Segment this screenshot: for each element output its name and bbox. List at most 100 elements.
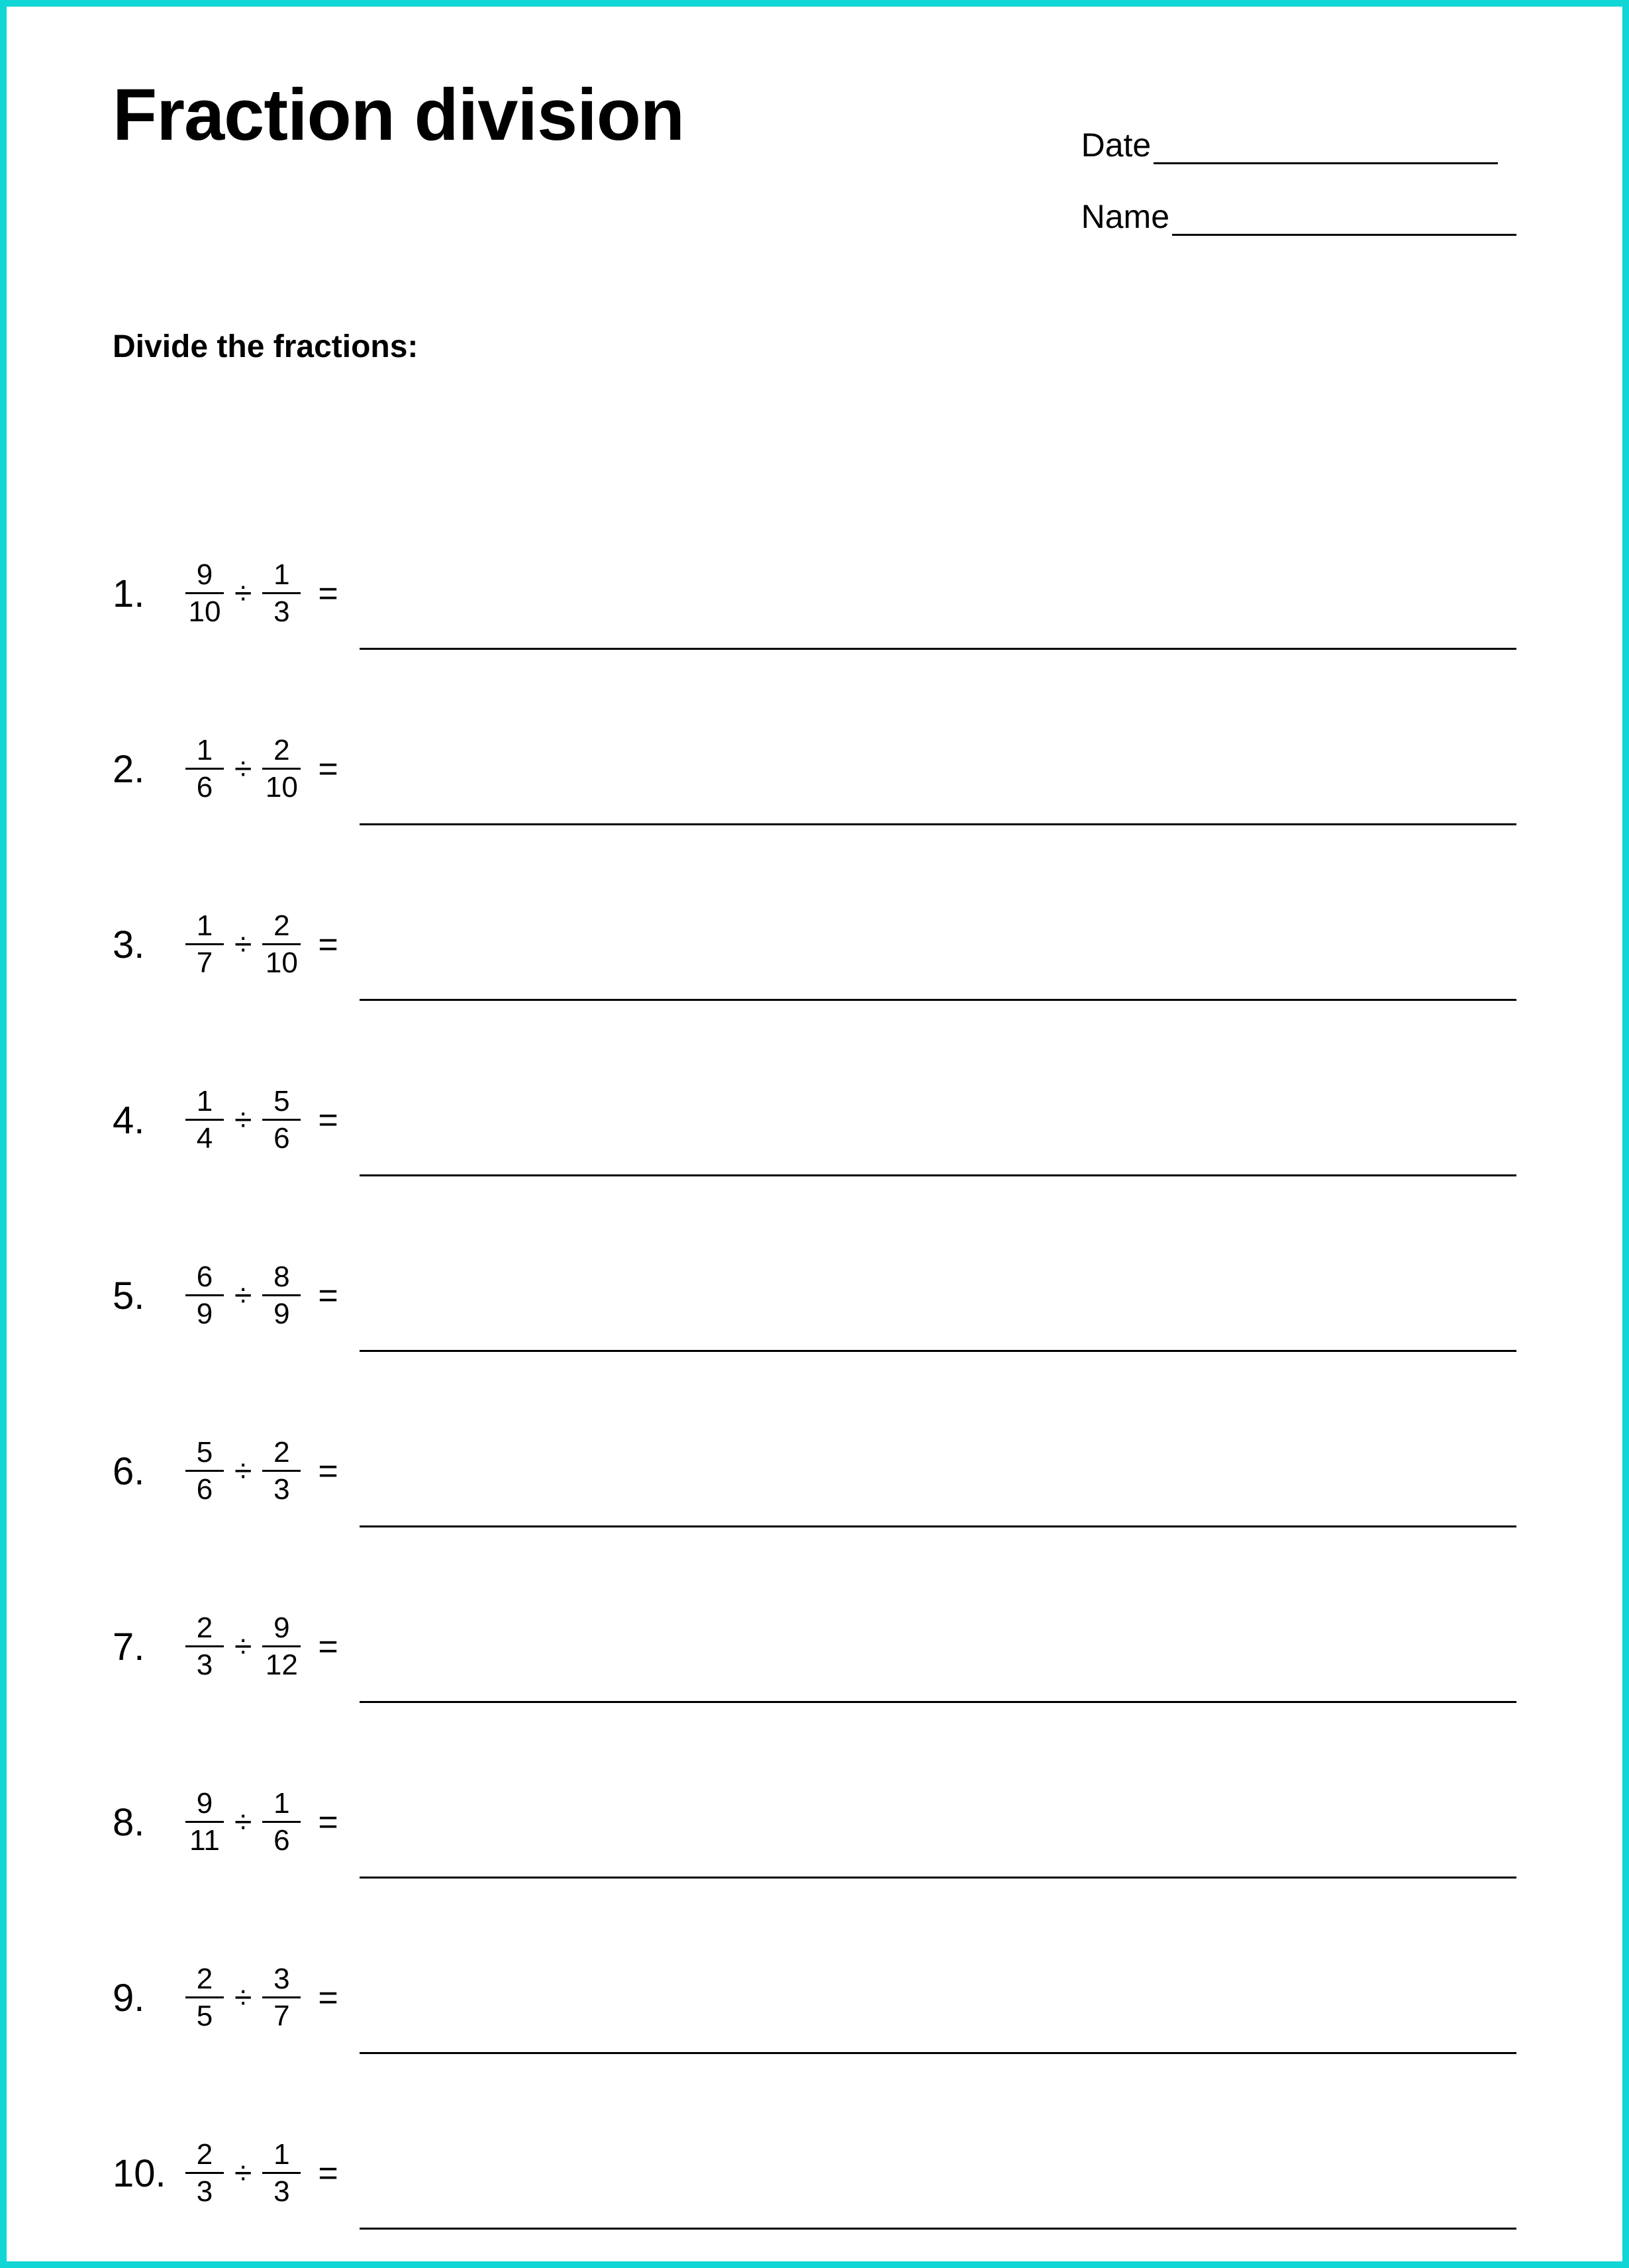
fraction-b: 210 [262, 735, 301, 802]
answer-blank[interactable] [360, 1998, 1516, 2054]
problem-number: 2. [113, 747, 185, 792]
divide-operator: ÷ [234, 2155, 252, 2192]
problem-expression: 911÷16= [185, 1788, 353, 1855]
fraction-b-denominator: 3 [262, 1470, 301, 1505]
answer-blank[interactable] [360, 1471, 1516, 1527]
fraction-b-numerator: 1 [273, 2139, 289, 2171]
problem-number: 3. [113, 923, 185, 967]
answer-blank[interactable] [360, 945, 1516, 1001]
fraction-a-numerator: 2 [197, 1964, 213, 1996]
fraction-a: 910 [185, 560, 224, 627]
problem-expression: 910 ÷ 13 = [185, 560, 353, 627]
fraction-b-numerator: 8 [273, 1262, 289, 1294]
equals-sign: = [318, 2153, 338, 2193]
equals-sign: = [318, 1802, 338, 1842]
fraction-a-numerator: 1 [197, 735, 213, 767]
date-blank[interactable] [1154, 138, 1498, 164]
fraction-b: 13 [262, 2139, 301, 2206]
problem-expression: 23÷912= [185, 1613, 353, 1680]
fraction-a: 23 [185, 2139, 224, 2206]
problem-number: 10. [113, 2151, 185, 2196]
fraction-b: 23 [262, 1437, 301, 1504]
fraction-b-numerator: 2 [273, 735, 289, 767]
fraction-a-numerator: 1 [197, 1086, 213, 1118]
fraction-b-denominator: 6 [262, 1119, 301, 1154]
fraction-a-numerator: 5 [197, 1437, 213, 1469]
fraction-b-denominator: 9 [262, 1294, 301, 1329]
problem-number: 6. [113, 1449, 185, 1494]
divide-operator: ÷ [234, 1804, 252, 1841]
fraction-a-numerator: 2 [197, 1613, 213, 1645]
problem-row: 7.23÷912= [113, 1604, 1516, 1690]
equals-sign: = [318, 574, 338, 613]
name-label: Name [1081, 198, 1169, 235]
problem-expression: 17 ÷ 210 = [185, 911, 353, 978]
name-blank[interactable] [1172, 209, 1516, 236]
fraction-b: 89 [262, 1262, 301, 1329]
problem-row: 6.56÷23= [113, 1428, 1516, 1514]
fraction-a: 14 [185, 1086, 224, 1153]
problem-number: 7. [113, 1625, 185, 1669]
fraction-a-denominator: 6 [185, 1470, 224, 1505]
fraction-a: 25 [185, 1964, 224, 2031]
fraction-b: 13 [262, 560, 301, 627]
answer-blank[interactable] [360, 1647, 1516, 1703]
fraction-b: 37 [262, 1964, 301, 2031]
fraction-b-denominator: 12 [262, 1645, 301, 1680]
equals-sign: = [318, 1627, 338, 1667]
problem-row: 8.911÷16= [113, 1779, 1516, 1865]
fraction-b-denominator: 6 [262, 1821, 301, 1856]
answer-blank[interactable] [360, 1120, 1516, 1176]
equals-sign: = [318, 1276, 338, 1315]
divide-operator: ÷ [234, 1102, 252, 1139]
divide-operator: ÷ [234, 576, 252, 612]
worksheet-page: Fraction division Date Name Divide the f… [0, 0, 1629, 2268]
answer-blank[interactable] [360, 2173, 1516, 2230]
problem-number: 1. [113, 572, 185, 616]
problem-expression: 23 ÷ 13 = [185, 2139, 353, 2206]
answer-blank[interactable] [360, 593, 1516, 650]
fraction-a-denominator: 11 [185, 1821, 224, 1856]
answer-blank[interactable] [360, 769, 1516, 825]
fraction-b: 16 [262, 1788, 301, 1855]
problem-row: 3. 17 ÷ 210 = [113, 902, 1516, 988]
fraction-b-denominator: 10 [262, 768, 301, 803]
fraction-b-numerator: 2 [273, 911, 289, 943]
answer-blank[interactable] [360, 1296, 1516, 1352]
problem-row: 9.25÷37= [113, 1955, 1516, 2041]
fraction-b-numerator: 3 [273, 1964, 289, 1996]
name-line: Name [1081, 197, 1516, 236]
divide-operator: ÷ [234, 751, 252, 788]
fraction-b-denominator: 7 [262, 1996, 301, 2032]
fraction-a-numerator: 1 [197, 911, 213, 943]
fraction-b: 56 [262, 1086, 301, 1153]
fraction-b: 210 [262, 911, 301, 978]
date-label: Date [1081, 127, 1152, 164]
fraction-a-denominator: 10 [185, 592, 224, 627]
equals-sign: = [318, 1978, 338, 2018]
meta-block: Date Name [1081, 126, 1516, 269]
answer-blank[interactable] [360, 1822, 1516, 1879]
problems-list: 1.910÷13=2.16÷210=3.17÷210=4.14÷56=5.69÷… [113, 550, 1516, 2216]
problem-expression: 14÷56= [185, 1086, 353, 1153]
fraction-a-denominator: 9 [185, 1294, 224, 1329]
problem-expression: 16÷210= [185, 735, 353, 802]
fraction-a-denominator: 3 [185, 1645, 224, 1680]
problem-expression: 69÷89= [185, 1262, 353, 1329]
fraction-a-denominator: 4 [185, 1119, 224, 1154]
equals-sign: = [318, 925, 338, 964]
header-row: Fraction division Date Name [113, 73, 1516, 269]
problem-number: 8. [113, 1800, 185, 1845]
fraction-b-numerator: 9 [273, 1613, 289, 1645]
divide-operator: ÷ [234, 927, 252, 963]
fraction-a: 69 [185, 1262, 224, 1329]
fraction-a: 23 [185, 1613, 224, 1680]
fraction-a-denominator: 6 [185, 768, 224, 803]
divide-operator: ÷ [234, 1980, 252, 2016]
problem-number: 5. [113, 1274, 185, 1318]
problem-expression: 56÷23= [185, 1437, 353, 1504]
fraction-a-denominator: 7 [185, 943, 224, 978]
problem-expression: 25 ÷ 37 = [185, 1964, 353, 2031]
divide-operator: ÷ [234, 1453, 252, 1490]
fraction-b-numerator: 2 [273, 1437, 289, 1469]
